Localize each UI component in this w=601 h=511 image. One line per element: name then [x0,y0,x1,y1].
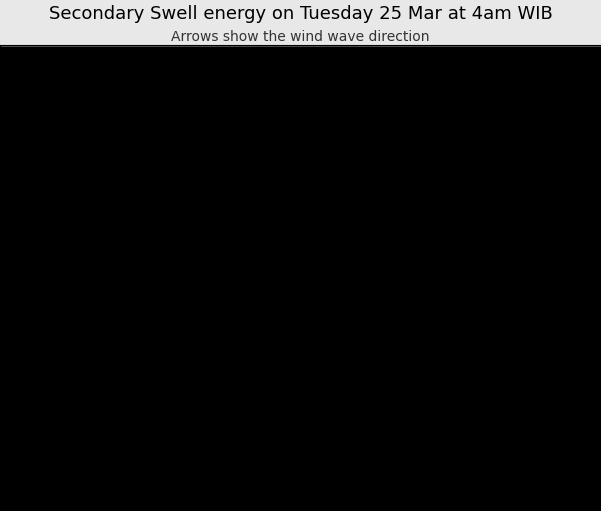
Text: Arrows show the wind wave direction: Arrows show the wind wave direction [171,30,430,44]
Text: Secondary Swell energy on Tuesday 25 Mar at 4am WIB: Secondary Swell energy on Tuesday 25 Mar… [49,5,552,23]
